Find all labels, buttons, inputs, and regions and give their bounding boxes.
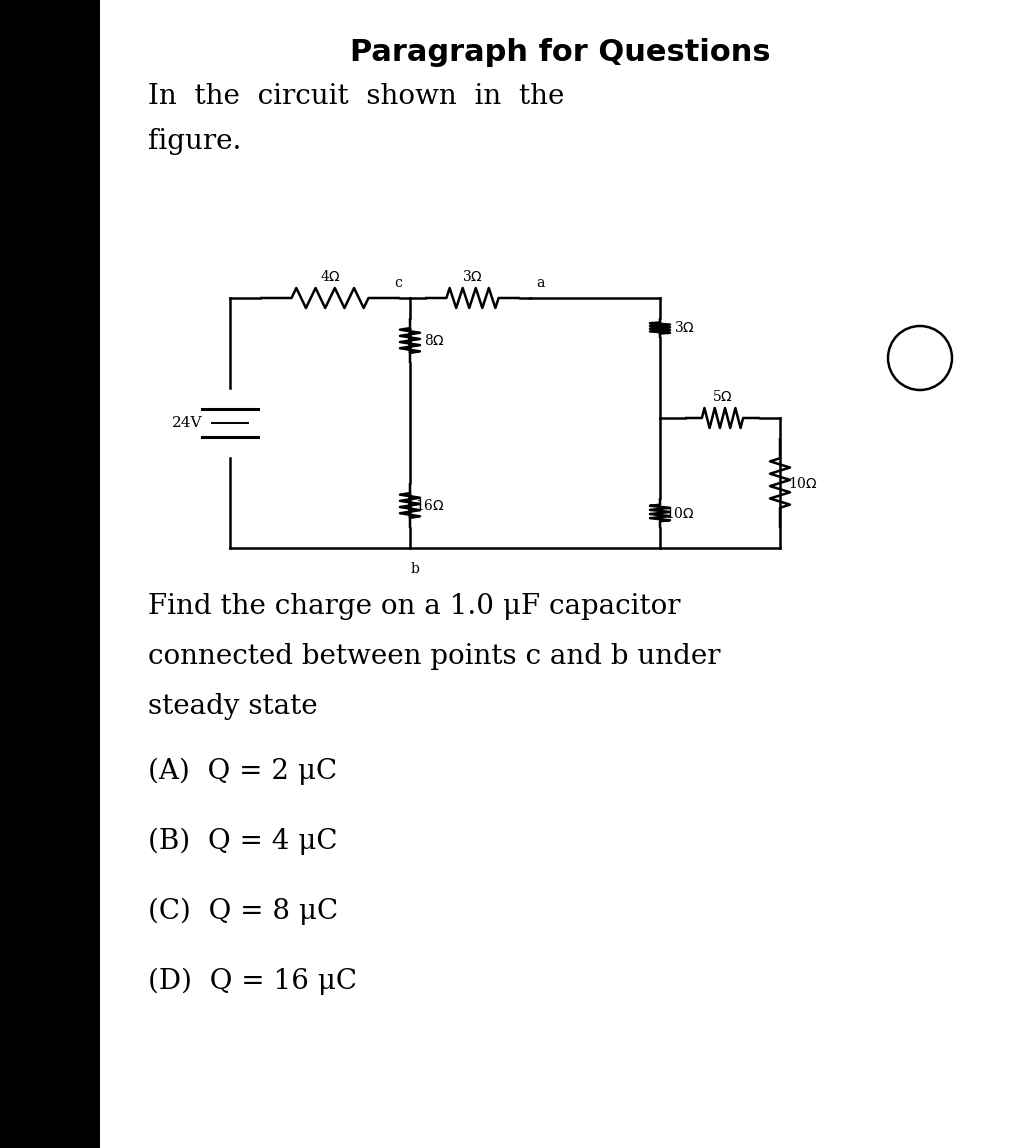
Text: 5$\Omega$: 5$\Omega$ — [712, 389, 733, 404]
Text: steady state: steady state — [148, 693, 317, 720]
Text: Find the charge on a 1.0 μF capacitor: Find the charge on a 1.0 μF capacitor — [148, 594, 681, 620]
Text: c: c — [394, 276, 402, 290]
Text: (D)  Q = 16 μC: (D) Q = 16 μC — [148, 968, 357, 995]
Text: In  the  circuit  shown  in  the: In the circuit shown in the — [148, 83, 564, 110]
Text: 10$\Omega$: 10$\Omega$ — [665, 505, 694, 520]
Text: 3$\Omega$: 3$\Omega$ — [674, 320, 695, 335]
Text: 8$\Omega$: 8$\Omega$ — [424, 333, 445, 348]
Text: Paragraph for Questions: Paragraph for Questions — [349, 38, 770, 67]
Text: b: b — [411, 563, 420, 576]
Text: connected between points c and b under: connected between points c and b under — [148, 643, 721, 670]
Text: 24V: 24V — [171, 416, 202, 430]
Bar — [0, 0, 100, 1148]
Text: (B)  Q = 4 μC: (B) Q = 4 μC — [148, 828, 338, 855]
Text: a: a — [536, 276, 545, 290]
Text: 10$\Omega$: 10$\Omega$ — [788, 475, 818, 490]
Text: figure.: figure. — [148, 127, 242, 155]
Text: 3$\Omega$: 3$\Omega$ — [462, 269, 483, 284]
Text: (C)  Q = 8 μC: (C) Q = 8 μC — [148, 898, 338, 925]
Text: 4$\Omega$: 4$\Omega$ — [319, 269, 340, 284]
Text: 16$\Omega$: 16$\Omega$ — [415, 498, 444, 513]
Text: (A)  Q = 2 μC: (A) Q = 2 μC — [148, 758, 337, 785]
